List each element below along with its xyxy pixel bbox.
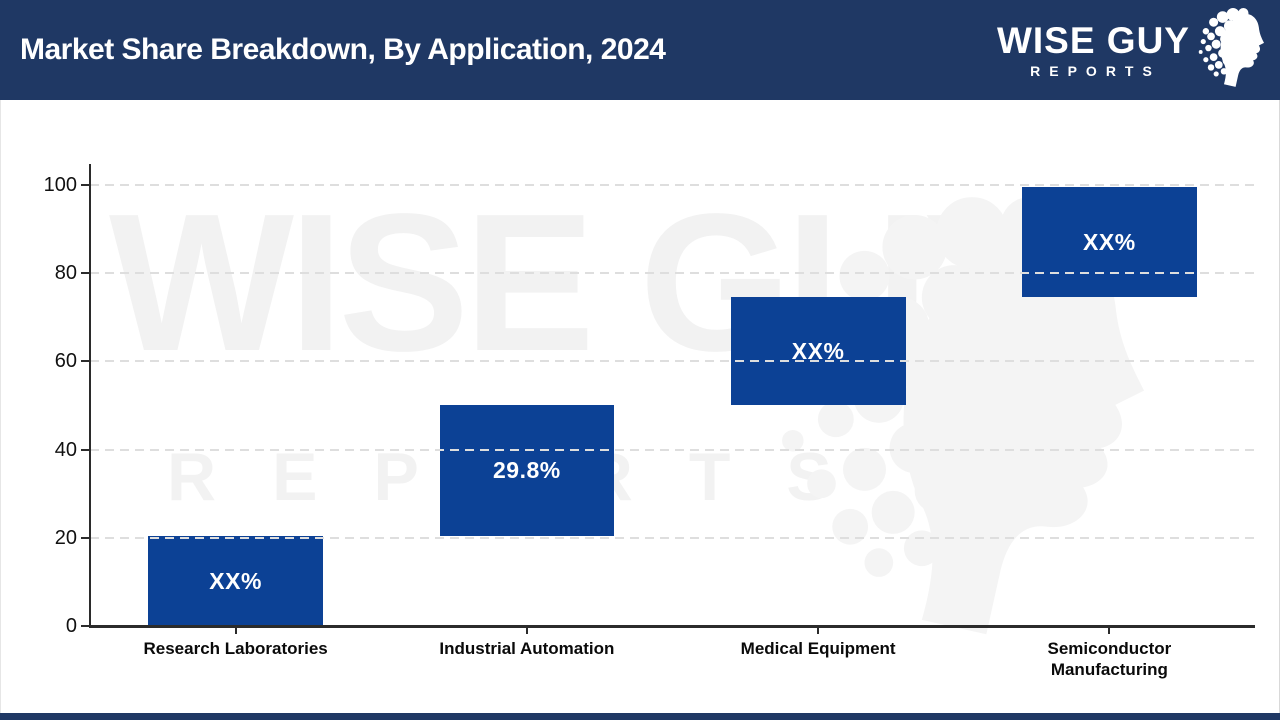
chart-region: WISE GUY REPORTS 020406080100XX%Research… xyxy=(0,100,1280,714)
y-tick-label: 100 xyxy=(43,174,77,196)
brand-wordmark: WISE GUY REPORTS xyxy=(996,19,1190,79)
bar-industrial-automation: 29.8% xyxy=(439,404,615,537)
bar-value-label: 29.8% xyxy=(493,456,561,483)
bar-value-label: XX% xyxy=(791,337,845,364)
page-title: Market Share Breakdown, By Application, … xyxy=(20,33,666,66)
y-tick-mark xyxy=(81,360,89,363)
wiseguy-head-icon xyxy=(1194,8,1272,92)
gridline-80 xyxy=(90,272,1255,275)
x-tick-mark xyxy=(234,628,237,634)
x-tick-mark xyxy=(817,628,820,634)
x-axis-line xyxy=(89,625,1255,628)
y-tick-mark xyxy=(81,448,89,451)
x-tick-mark xyxy=(525,628,528,634)
y-tick-label: 80 xyxy=(54,262,77,285)
footer-bar xyxy=(0,713,1280,720)
y-tick-label: 0 xyxy=(65,615,77,637)
gridline-40 xyxy=(90,448,1255,451)
bar-semiconductor-manufacturing: XX% xyxy=(1022,187,1197,298)
y-tick-mark xyxy=(81,272,89,275)
x-tick-mark xyxy=(1108,628,1111,634)
x-category-label-medical-equipment: Medical Equipment xyxy=(740,639,896,658)
header-bar: Market Share Breakdown, By Application, … xyxy=(0,0,1280,100)
y-tick-mark xyxy=(81,625,89,627)
bar-value-label: XX% xyxy=(1083,228,1136,255)
x-category-label-semiconductor-manufacturing: Semiconductor Manufacturing xyxy=(1047,639,1172,679)
gridline-20 xyxy=(90,536,1255,539)
y-tick-label: 20 xyxy=(54,526,77,549)
bar-research-laboratories: XX% xyxy=(148,536,323,626)
brand-name: WISE GUY xyxy=(996,19,1190,61)
gridline-60 xyxy=(90,360,1255,363)
bar-value-label: XX% xyxy=(209,567,262,594)
y-tick-label: 40 xyxy=(54,438,77,461)
y-tick-label: 60 xyxy=(54,350,77,373)
brand-logo: WISE GUY REPORTS xyxy=(997,4,1272,96)
y-axis-line xyxy=(89,164,91,627)
brand-tagline: REPORTS xyxy=(1030,62,1161,79)
y-tick-mark xyxy=(81,536,89,539)
gridline-100 xyxy=(90,184,1255,186)
y-tick-mark xyxy=(81,184,89,186)
bar-medical-equipment: XX% xyxy=(730,297,906,405)
x-category-label-industrial-automation: Industrial Automation xyxy=(439,639,615,658)
x-category-label-research-laboratories: Research Laboratories xyxy=(143,639,328,658)
